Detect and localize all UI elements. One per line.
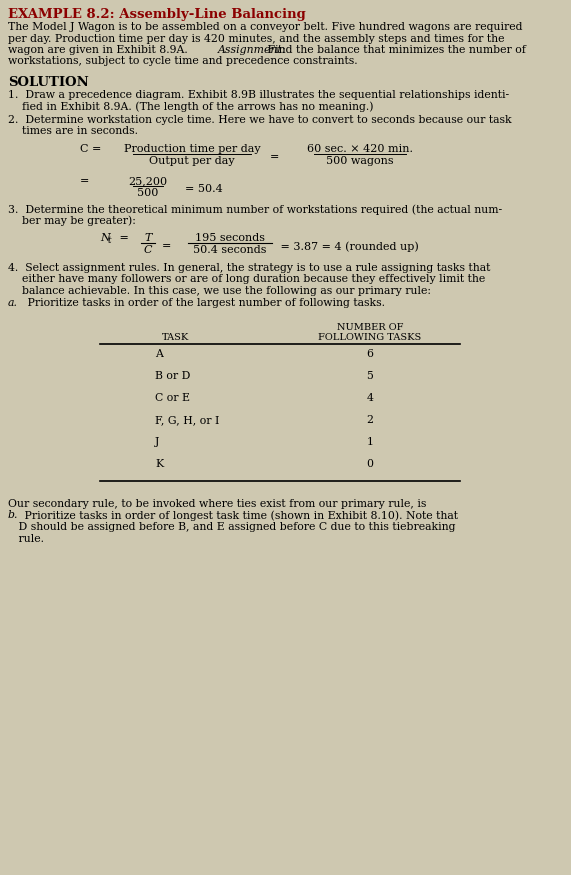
Text: Find the balance that minimizes the number of: Find the balance that minimizes the numb… — [264, 45, 526, 55]
Text: K: K — [155, 459, 163, 469]
Text: t: t — [107, 236, 111, 245]
Text: per day. Production time per day is 420 minutes, and the assembly steps and time: per day. Production time per day is 420 … — [8, 33, 505, 44]
Text: 500: 500 — [137, 188, 159, 198]
Text: workstations, subject to cycle time and precedence constraints.: workstations, subject to cycle time and … — [8, 57, 357, 66]
Text: = 3.87 = 4 (rounded up): = 3.87 = 4 (rounded up) — [277, 241, 419, 252]
Text: Prioritize tasks in order of longest task time (shown in Exhibit 8.10). Note tha: Prioritize tasks in order of longest tas… — [21, 510, 458, 521]
Text: A: A — [155, 349, 163, 359]
Text: b.: b. — [8, 510, 18, 521]
Text: balance achievable. In this case, we use the following as our primary rule:: balance achievable. In this case, we use… — [8, 286, 431, 296]
Text: 60 sec. × 420 min.: 60 sec. × 420 min. — [307, 144, 413, 154]
Text: either have many followers or are of long duration because they effectively limi: either have many followers or are of lon… — [8, 275, 485, 284]
Text: 50.4 seconds: 50.4 seconds — [193, 245, 267, 255]
Text: Output per day: Output per day — [149, 156, 235, 166]
Text: 4: 4 — [367, 393, 373, 403]
Text: N: N — [100, 233, 110, 243]
Text: C: C — [144, 245, 152, 255]
Text: Our secondary rule, to be invoked where ties exist from our primary rule, is: Our secondary rule, to be invoked where … — [8, 499, 427, 509]
Text: F, G, H, or I: F, G, H, or I — [155, 415, 219, 425]
Text: 2: 2 — [367, 415, 373, 425]
Text: B or D: B or D — [155, 371, 190, 381]
Text: 1.  Draw a precedence diagram. Exhibit 8.9B illustrates the sequential relations: 1. Draw a precedence diagram. Exhibit 8.… — [8, 90, 509, 100]
Text: D should be assigned before B, and E assigned before C due to this tiebreaking: D should be assigned before B, and E ass… — [8, 522, 456, 532]
Text: SOLUTION: SOLUTION — [8, 76, 89, 89]
Text: Production time per day: Production time per day — [124, 144, 260, 154]
Text: NUMBER OF: NUMBER OF — [337, 323, 403, 332]
Text: 500 wagons: 500 wagons — [326, 156, 394, 166]
Text: ber may be greater):: ber may be greater): — [8, 215, 136, 226]
Text: =: = — [80, 176, 90, 186]
Text: 25,200: 25,200 — [128, 176, 167, 186]
Text: Prioritize tasks in order of the largest number of following tasks.: Prioritize tasks in order of the largest… — [24, 298, 385, 307]
Text: TASK: TASK — [162, 333, 188, 342]
Text: 1: 1 — [367, 437, 373, 447]
Text: 3.  Determine the theoretical minimum number of workstations required (the actua: 3. Determine the theoretical minimum num… — [8, 204, 502, 214]
Text: C or E: C or E — [155, 393, 190, 403]
Text: T: T — [144, 233, 152, 243]
Text: 5: 5 — [367, 371, 373, 381]
Text: fied in Exhibit 8.9A. (The length of the arrows has no meaning.): fied in Exhibit 8.9A. (The length of the… — [8, 102, 373, 112]
Text: FOLLOWING TASKS: FOLLOWING TASKS — [319, 333, 421, 342]
Text: times are in seconds.: times are in seconds. — [8, 127, 138, 136]
Text: C =: C = — [80, 144, 102, 154]
Text: = 50.4: = 50.4 — [185, 184, 223, 194]
Text: The Model J Wagon is to be assembled on a conveyor belt. Five hundred wagons are: The Model J Wagon is to be assembled on … — [8, 22, 522, 32]
Text: 0: 0 — [367, 459, 373, 469]
Text: Assignment:: Assignment: — [218, 45, 287, 55]
Text: a.: a. — [8, 298, 18, 307]
Text: EXAMPLE 8.2: Assembly-Line Balancing: EXAMPLE 8.2: Assembly-Line Balancing — [8, 8, 305, 21]
Text: =: = — [270, 152, 279, 162]
Text: 195 seconds: 195 seconds — [195, 233, 265, 243]
Text: rule.: rule. — [8, 534, 44, 543]
Text: 2.  Determine workstation cycle time. Here we have to convert to seconds because: 2. Determine workstation cycle time. Her… — [8, 115, 512, 125]
Text: =: = — [116, 233, 129, 243]
Text: 4.  Select assignment rules. In general, the strategy is to use a rule assigning: 4. Select assignment rules. In general, … — [8, 263, 490, 273]
Text: 6: 6 — [367, 349, 373, 359]
Text: wagon are given in Exhibit 8.9A.: wagon are given in Exhibit 8.9A. — [8, 45, 191, 55]
Text: J: J — [155, 437, 159, 447]
Text: =: = — [162, 241, 171, 251]
